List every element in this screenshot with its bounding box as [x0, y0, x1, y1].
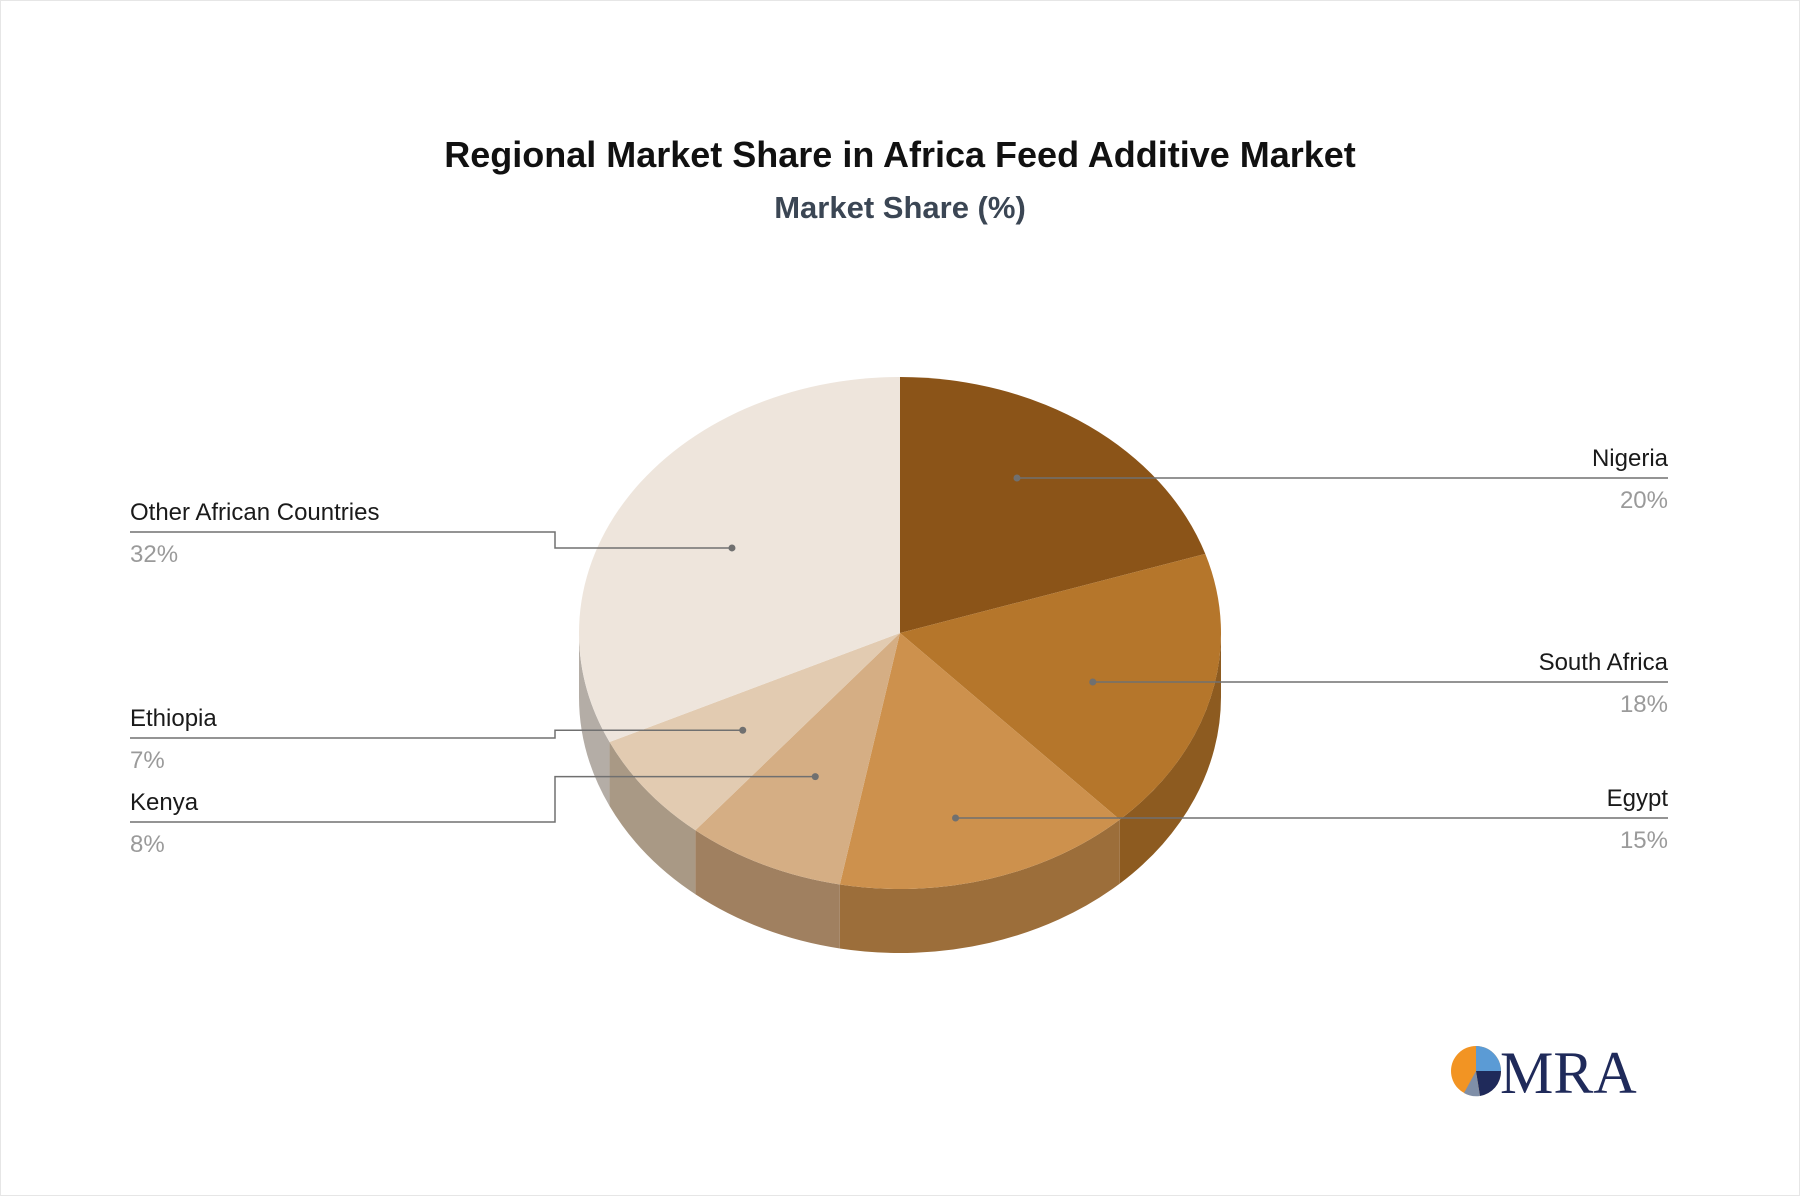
pie-slice-ethiopia[interactable]: [609, 633, 900, 831]
logo-segment-icon: [1476, 1071, 1502, 1096]
leader-line-other-african-countries: [130, 531, 732, 549]
slice-value-south-africa: 18%: [1620, 691, 1668, 718]
pie-slice-south-africa[interactable]: [900, 553, 1221, 820]
pie-side-other-african-countries: [579, 633, 610, 806]
leader-dot-other-african-countries: [728, 544, 736, 552]
slice-label-nigeria: Nigeria: [1592, 445, 1669, 472]
leader-lines: [130, 474, 1668, 823]
leader-line-ethiopia: [130, 729, 743, 739]
pie-side-south-africa: [1119, 633, 1221, 884]
leader-line-kenya: [130, 775, 816, 823]
pie-side-ethiopia: [609, 741, 696, 895]
slice-label-ethiopia: Ethiopia: [130, 705, 217, 732]
slice-label-egypt: Egypt: [1607, 785, 1669, 812]
pie-slices: [578, 377, 1221, 889]
slice-value-nigeria: 20%: [1620, 487, 1668, 514]
mra-logo: MRA: [1451, 1040, 1637, 1106]
pie-slice-nigeria[interactable]: [900, 377, 1206, 633]
slice-value-kenya: 8%: [130, 831, 165, 858]
logo-segment-icon: [1476, 1046, 1501, 1071]
slice-value-egypt: 15%: [1620, 827, 1668, 854]
logo-segment-icon: [1464, 1071, 1480, 1097]
pie-slice-other-african-countries[interactable]: [578, 377, 900, 742]
chart-subtitle: Market Share (%): [774, 190, 1026, 225]
chart-title: Regional Market Share in Africa Feed Add…: [444, 134, 1356, 175]
slice-label-south-africa: South Africa: [1539, 649, 1669, 676]
slice-value-ethiopia: 7%: [130, 747, 165, 774]
slice-label-other-african-countries: Other African Countries: [130, 499, 379, 526]
leader-dot-kenya: [811, 773, 819, 781]
pie-side-egypt: [839, 819, 1120, 953]
pie-slice-kenya[interactable]: [695, 633, 900, 885]
logo-text: MRA: [1500, 1040, 1637, 1106]
leader-dot-south-africa: [1089, 678, 1097, 686]
leader-dot-egypt: [952, 814, 960, 822]
slice-label-kenya: Kenya: [130, 789, 199, 816]
pie-sides: [579, 633, 1221, 953]
slice-value-other-african-countries: 32%: [130, 541, 178, 568]
pie-side-kenya: [695, 830, 840, 949]
pie-slice-egypt[interactable]: [839, 633, 1120, 889]
slice-labels: Nigeria 20% South Africa 18% Egypt 15% Kenya 8%…: [130, 445, 1669, 858]
leader-dot-nigeria: [1013, 474, 1021, 482]
leader-dot-ethiopia: [739, 726, 747, 734]
